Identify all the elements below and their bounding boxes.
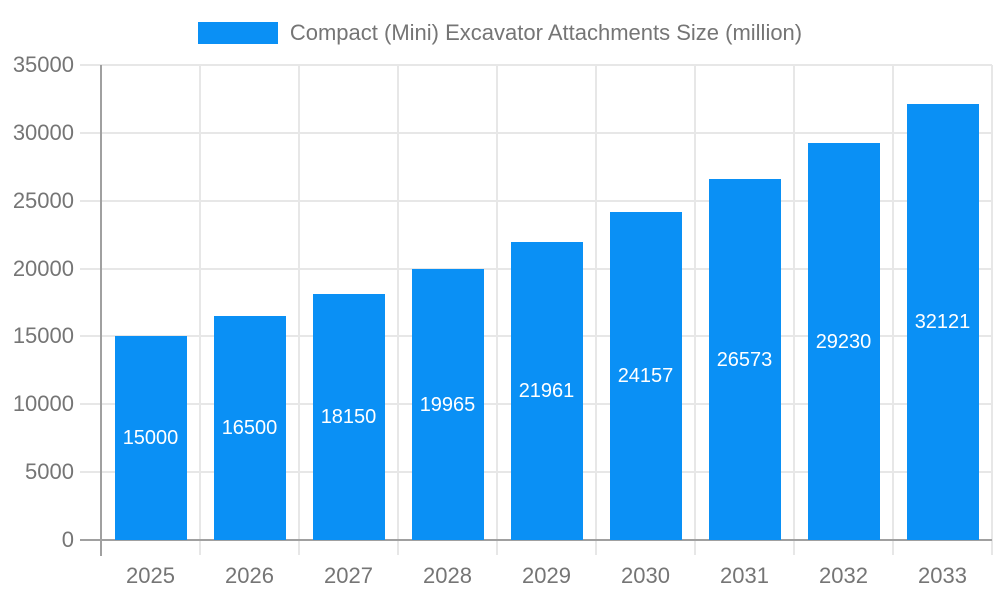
bar-value-label: 26573 xyxy=(716,348,773,371)
y-gridline xyxy=(80,64,992,66)
y-axis-tick-label: 0 xyxy=(61,527,74,552)
y-axis-tick-label: 15000 xyxy=(12,323,74,349)
x-axis-tick-label: 2026 xyxy=(225,563,274,588)
x-axis-tick-label: 2031 xyxy=(720,563,769,588)
y-axis-tick-label: 10000 xyxy=(12,391,74,417)
x-axis-tick-label: 2027 xyxy=(324,563,373,588)
x-gridline xyxy=(892,65,894,555)
x-gridline xyxy=(496,65,498,555)
x-gridline xyxy=(397,65,399,555)
x-gridline xyxy=(694,65,696,555)
bar-2026: 16500 xyxy=(213,316,286,540)
x-axis-tick-label: 2032 xyxy=(819,563,868,588)
bar-value-label: 29230 xyxy=(815,330,872,353)
y-axis-tick-label: 30000 xyxy=(12,119,74,145)
x-axis-tick-label: 2029 xyxy=(522,563,571,588)
bar-value-label: 18150 xyxy=(320,405,377,428)
x-gridline xyxy=(793,65,795,555)
bar-value-label: 24157 xyxy=(617,365,674,388)
bar-2030: 24157 xyxy=(609,212,682,540)
legend: Compact (Mini) Excavator Attachments Siz… xyxy=(0,20,1000,46)
y-axis-tick-label: 20000 xyxy=(12,255,74,281)
x-gridline xyxy=(991,65,993,555)
x-axis-tick-label: 2033 xyxy=(918,563,967,588)
x-axis-tick-label: 2028 xyxy=(423,563,472,588)
bar-value-label: 21961 xyxy=(518,379,575,402)
y-gridline xyxy=(80,199,992,202)
bar-value-label: 15000 xyxy=(122,427,179,450)
x-gridline xyxy=(298,65,300,555)
y-gridline xyxy=(80,131,992,134)
x-axis-line xyxy=(80,539,992,541)
x-axis-tick-label: 2030 xyxy=(621,563,670,588)
plot-area: 0 5000 10000 15000 20000 25000 30000 35000 15000… xyxy=(13,53,993,588)
x-axis-tick-label: 2025 xyxy=(126,563,175,588)
legend-swatch xyxy=(197,22,278,44)
bar-value-label: 16500 xyxy=(221,417,278,440)
bar-2027: 18150 xyxy=(312,293,385,540)
legend-label: Compact (Mini) Excavator Attachments Siz… xyxy=(289,20,803,45)
x-gridline xyxy=(199,65,201,555)
bar-2025: 15000 xyxy=(114,336,187,540)
bar-value-label: 19965 xyxy=(419,393,476,416)
y-axis-tick-label: 5000 xyxy=(25,459,74,485)
bar-2028: 19965 xyxy=(411,269,484,540)
bar-2031: 26573 xyxy=(708,179,781,540)
y-axis-line xyxy=(100,65,102,556)
bar-value-label: 32121 xyxy=(914,311,971,334)
x-gridline xyxy=(595,65,597,555)
bar-2032: 29230 xyxy=(807,143,880,540)
y-axis-tick-label: 35000 xyxy=(12,52,74,77)
y-axis-tick-label: 25000 xyxy=(12,187,74,213)
bar-2029: 21961 xyxy=(510,241,583,540)
bar-2033: 32121 xyxy=(906,104,979,540)
